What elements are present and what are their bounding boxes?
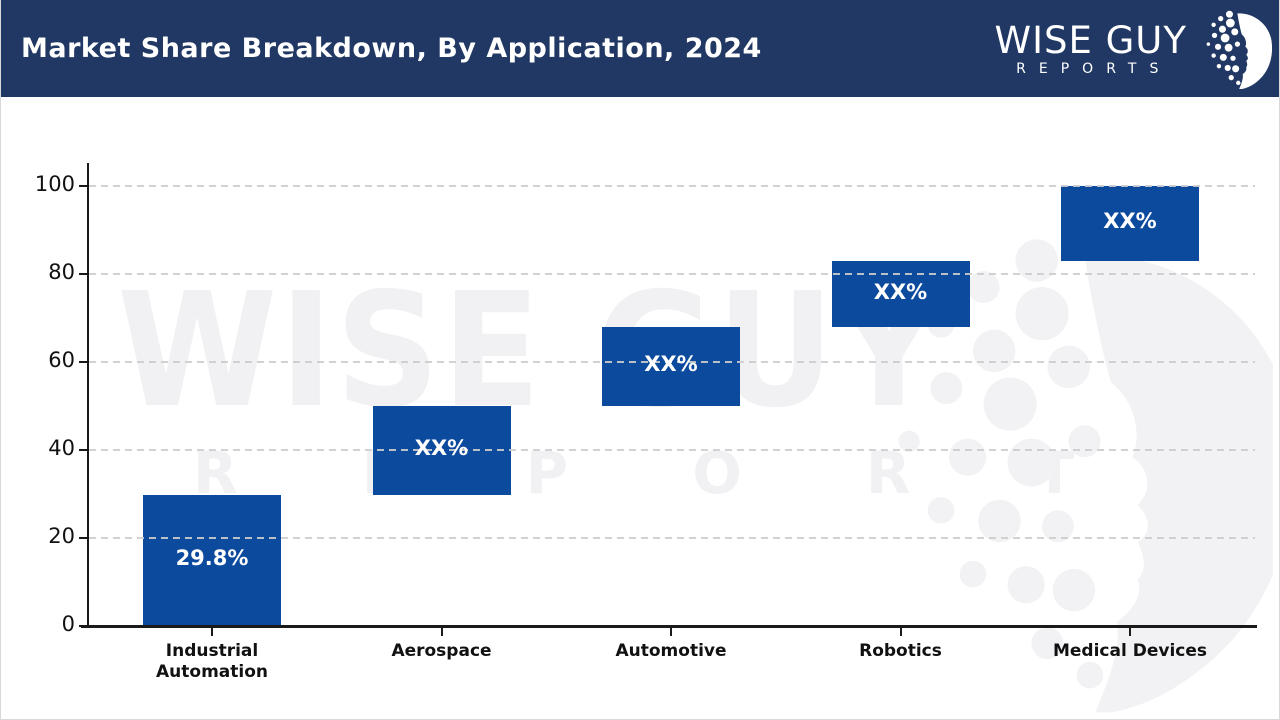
- category-label-industrial-automation: Industrial Automation: [156, 641, 268, 682]
- category-label-aerospace: Aerospace: [391, 641, 492, 661]
- y-axis-tick-label-20: 20: [48, 524, 75, 548]
- bar-value-label-automotive: XX%: [644, 352, 698, 377]
- watermark-wordmark: WISE GUY: [117, 259, 944, 443]
- dotted-head-logo-icon: [1206, 10, 1273, 89]
- logo-wordmark: WISE GUY: [994, 18, 1187, 62]
- logo-subtext: REPORTS: [1016, 60, 1172, 77]
- bar-medical-devices: [1061, 186, 1199, 261]
- bar-value-label-aerospace: XX%: [414, 436, 469, 461]
- wise-guy-reports-logo: WISE GUY REPORTS: [995, 7, 1277, 91]
- y-axis-tick-60: [79, 361, 87, 363]
- y-axis-tick-40: [79, 449, 87, 451]
- category-label-medical-devices: Medical Devices: [1052, 641, 1207, 661]
- bar-value-label-industrial-automation: 29.8%: [175, 546, 249, 571]
- bar-industrial-automation: [143, 494, 281, 626]
- x-axis-tick-aerospace: [440, 628, 443, 636]
- x-axis-tick-industrial-automation: [211, 628, 213, 636]
- logo-text: WISE GUY REPORTS: [995, 22, 1187, 76]
- gridline-40: [89, 449, 1255, 451]
- y-axis-tick-label-60: 60: [48, 348, 75, 372]
- bar-value-label-robotics: XX%: [873, 279, 928, 304]
- y-axis-tick-label-40: 40: [48, 436, 75, 460]
- category-label-robotics: Robotics: [859, 641, 942, 661]
- y-axis-tick-20: [79, 537, 87, 539]
- category-label-automotive: Automotive: [615, 641, 727, 661]
- gridline-100: [89, 185, 1255, 187]
- bar-robotics: [831, 260, 970, 327]
- x-axis-tick-automotive: [670, 628, 672, 636]
- watermark-subtext: R E P O R T S: [193, 439, 1280, 507]
- y-axis-spine: [87, 163, 89, 628]
- bar-value-label-medical-devices: XX%: [1103, 209, 1157, 234]
- chart-title: Market Share Breakdown, By Application, …: [21, 33, 762, 64]
- y-axis-tick-label-100: 100: [34, 172, 75, 196]
- x-axis-spine: [81, 625, 1257, 628]
- gridline-80: [89, 273, 1255, 275]
- y-axis-tick-80: [79, 273, 87, 275]
- gridline-20: [89, 537, 1255, 539]
- y-axis-tick-0: [79, 625, 87, 627]
- header-band: Market Share Breakdown, By Application, …: [1, 0, 1279, 97]
- gridline-60: [89, 361, 1255, 363]
- bar-automotive: [602, 326, 740, 406]
- x-axis-tick-robotics: [899, 628, 902, 636]
- y-axis-tick-label-80: 80: [48, 260, 75, 284]
- y-axis-tick-label-0: 0: [61, 612, 75, 636]
- y-axis-tick-100: [79, 185, 87, 187]
- x-axis-tick-medical-devices: [1129, 628, 1131, 636]
